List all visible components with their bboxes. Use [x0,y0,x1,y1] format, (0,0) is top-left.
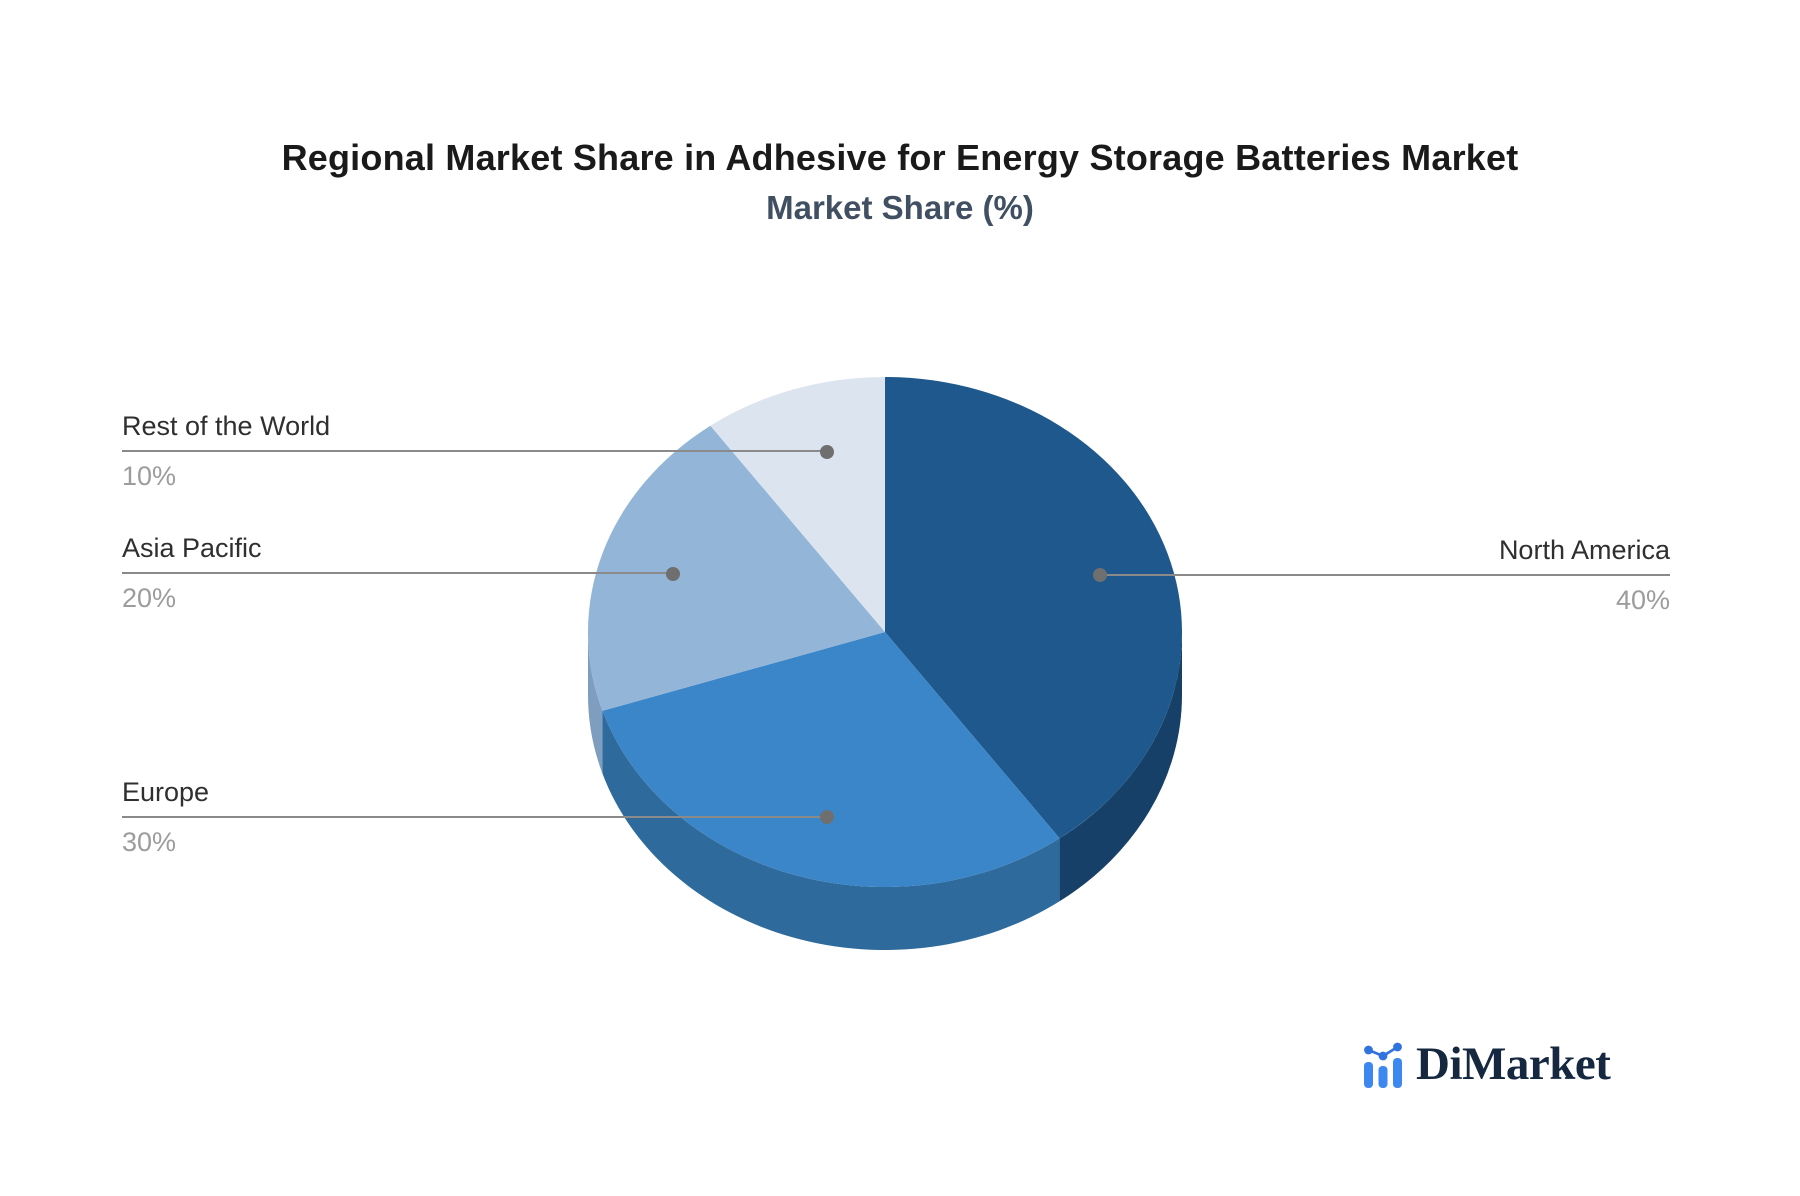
slice-value: 20% [122,583,177,613]
leader-dot-rest-of-the-world [820,445,834,459]
leader-dot-europe [820,810,834,824]
slice-name: Asia Pacific [122,533,262,563]
dimarket-logo: DiMarket [1363,1038,1611,1090]
slice-name: North America [1498,535,1670,565]
pie-slice-asia-pacific[interactable] [588,425,885,711]
logo-text: DiMarket [1416,1038,1611,1090]
leader-dot-asia-pacific [666,567,680,581]
slice-value: 30% [122,827,177,857]
chart-subtitle: Market Share (%) [766,189,1034,226]
pie-slice-europe[interactable] [602,632,1060,888]
pie-slice-side-north-america [1059,632,1182,902]
slice-label-asia-pacific: Asia Pacific 20% [122,530,262,616]
pie-slice-north-america[interactable] [885,377,1182,839]
slice-value: 10% [122,461,177,491]
pie-slice-side-asia-pacific [588,632,603,774]
slice-label-north-america: North America 40% [1499,532,1670,618]
slice-value: 40% [1615,585,1670,615]
slice-label-europe: Europe 30% [122,774,209,860]
pie-slice-side-europe [602,710,1060,951]
slice-name: Rest of the World [122,411,331,441]
slice-label-rest-of-the-world: Rest of the World 10% [122,408,330,494]
slice-name: Europe [122,777,210,807]
pie-slice-rest-of-the-world[interactable] [710,377,885,632]
leader-dot-north-america [1093,568,1107,582]
chart-title: Regional Market Share in Adhesive for En… [281,137,1519,178]
bar-line-chart-icon [1364,1042,1402,1088]
